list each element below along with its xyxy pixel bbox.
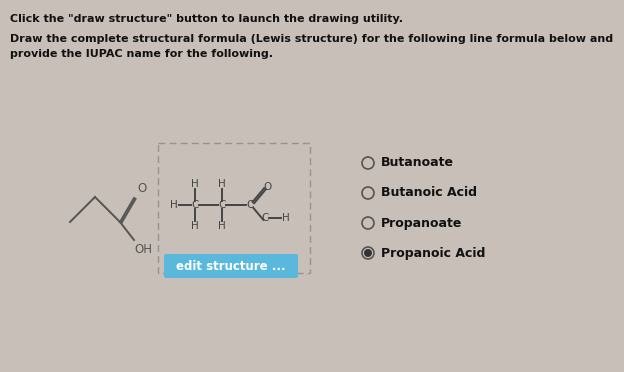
Circle shape: [364, 249, 372, 257]
Bar: [158, 143, 310, 273]
Text: H: H: [191, 179, 199, 189]
FancyBboxPatch shape: [164, 254, 298, 278]
Text: edit structure ...: edit structure ...: [176, 260, 286, 273]
Text: C: C: [192, 200, 198, 210]
Text: H: H: [218, 221, 226, 231]
Text: provide the IUPAC name for the following.: provide the IUPAC name for the following…: [10, 49, 273, 59]
Text: C: C: [261, 213, 269, 223]
Text: OH: OH: [134, 243, 152, 256]
Text: C: C: [218, 200, 226, 210]
Text: H: H: [218, 179, 226, 189]
Text: Butanoate: Butanoate: [381, 157, 454, 170]
Text: Draw the complete structural formula (Lewis structure) for the following line fo: Draw the complete structural formula (Le…: [10, 34, 613, 44]
Text: H: H: [283, 213, 290, 223]
Text: H: H: [170, 200, 178, 210]
Text: Butanoic Acid: Butanoic Acid: [381, 186, 477, 199]
Text: Propanoic Acid: Propanoic Acid: [381, 247, 485, 260]
Text: Click the "draw structure" button to launch the drawing utility.: Click the "draw structure" button to lau…: [10, 14, 403, 24]
Text: Propanoate: Propanoate: [381, 217, 462, 230]
Text: C: C: [246, 200, 254, 210]
Text: O: O: [137, 182, 146, 195]
Text: O: O: [263, 182, 271, 192]
Text: H: H: [191, 221, 199, 231]
